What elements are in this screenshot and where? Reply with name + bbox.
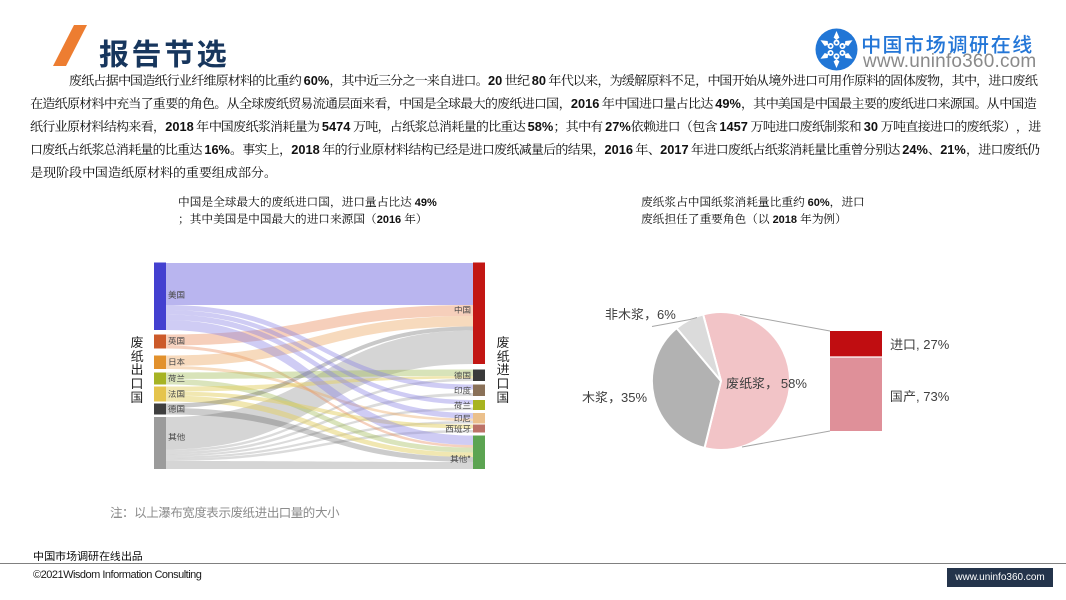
svg-text:非木浆，6%: 非木浆，6% <box>605 304 676 323</box>
svg-text:废纸浆， 58%: 废纸浆， 58% <box>726 373 807 392</box>
svg-text:英国: 英国 <box>168 335 185 347</box>
svg-text:德国: 德国 <box>168 403 185 415</box>
svg-text:印尼: 印尼 <box>454 413 471 425</box>
svg-text:荷兰: 荷兰 <box>168 373 185 385</box>
svg-text:进口, 27%: 进口, 27% <box>890 334 950 353</box>
svg-text:荷兰: 荷兰 <box>454 400 471 412</box>
svg-text:其他: 其他 <box>168 431 186 443</box>
svg-text:美国: 美国 <box>168 289 185 301</box>
svg-text:日本: 日本 <box>168 356 186 368</box>
svg-text:中国: 中国 <box>454 304 471 316</box>
svg-text:其他*: 其他* <box>450 453 471 465</box>
svg-text:德国: 德国 <box>454 370 471 382</box>
svg-text:西班牙: 西班牙 <box>445 423 471 435</box>
svg-text:木浆，35%: 木浆，35% <box>582 387 647 406</box>
svg-text:国产, 73%: 国产, 73% <box>890 386 950 405</box>
svg-text:印度: 印度 <box>454 385 472 397</box>
svg-text:法国: 法国 <box>168 388 185 400</box>
